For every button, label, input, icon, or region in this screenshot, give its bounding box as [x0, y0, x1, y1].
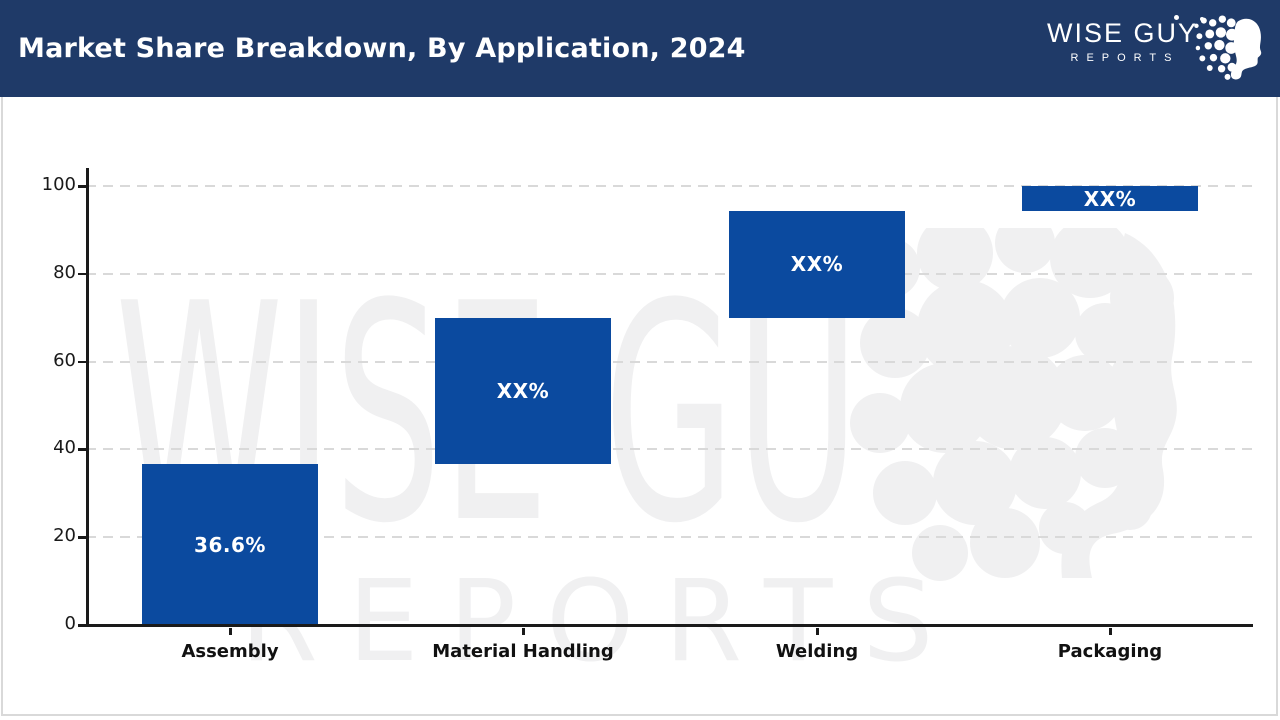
bar-value-label: XX% — [790, 252, 844, 277]
y-tick — [78, 185, 86, 188]
category-label: Packaging — [1057, 641, 1163, 662]
x-tick — [1109, 627, 1112, 635]
category-label: Welding — [775, 641, 859, 662]
logo-accent-dot — [1199, 17, 1204, 21]
bar-value-label: 36.6% — [194, 532, 266, 557]
y-tick — [78, 448, 86, 451]
header-bar: Market Share Breakdown, By Application, … — [0, 0, 1280, 97]
logo-accent-dot — [1173, 15, 1179, 20]
bar: XX% — [1022, 186, 1198, 212]
gridline — [86, 272, 1253, 275]
wiseguy-logo: WISE GUY REPORTS — [1047, 6, 1266, 90]
gridline — [86, 185, 1253, 187]
bar: XX% — [435, 317, 611, 465]
y-tick — [78, 624, 86, 627]
logo-head-icon — [1194, 15, 1262, 80]
y-tick-label: 80 — [53, 261, 76, 283]
y-tick — [78, 360, 86, 364]
watermark-head-icon — [850, 228, 1177, 581]
bar: 36.6% — [142, 464, 318, 625]
logo-wordmark: WISE GUY — [1046, 18, 1198, 48]
bar-value-label: XX% — [1083, 186, 1137, 211]
y-tick-label: 20 — [53, 525, 76, 547]
y-tick-label: 60 — [53, 349, 76, 371]
logo-subtext: REPORTS — [1070, 52, 1180, 64]
y-axis — [86, 168, 89, 626]
x-tick — [229, 627, 232, 635]
bar: XX% — [729, 211, 905, 318]
gridline — [86, 448, 1253, 451]
y-tick-label: 100 — [41, 174, 76, 195]
x-tick — [522, 627, 525, 635]
category-label: Assembly — [181, 641, 279, 662]
y-tick-label: 40 — [53, 437, 76, 459]
y-tick-label: 0 — [64, 613, 76, 634]
x-tick — [816, 627, 819, 635]
y-tick — [78, 536, 86, 539]
page-title: Market Share Breakdown, By Application, … — [18, 33, 746, 64]
logo-text-block: WISE GUY REPORTS — [1046, 15, 1204, 64]
y-tick — [78, 272, 86, 276]
gridline — [86, 360, 1253, 363]
category-label: Material Handling — [432, 641, 614, 662]
gridline — [86, 536, 1253, 539]
x-axis — [86, 624, 1253, 627]
bar-value-label: XX% — [496, 379, 550, 403]
watermark-subtext: REPORTS — [240, 557, 963, 687]
